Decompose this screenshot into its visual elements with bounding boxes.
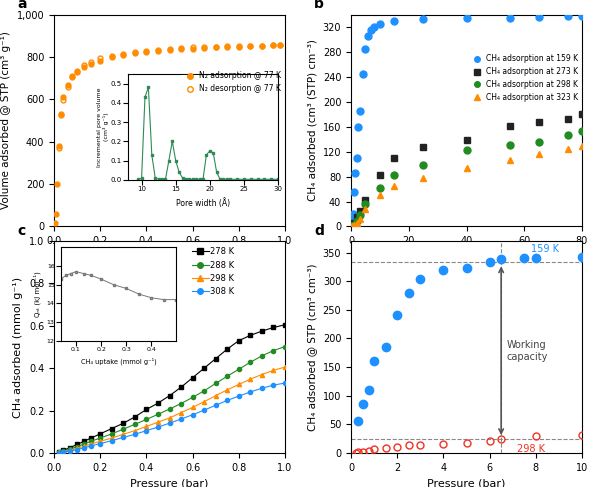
Text: Working
capacity: Working capacity [507,340,548,361]
X-axis label: Pressure (bar): Pressure (bar) [130,478,209,487]
Text: c: c [17,224,25,238]
X-axis label: Pressure (bar): Pressure (bar) [427,478,506,487]
Y-axis label: CH₄ adsorbed @ STP (cm³ cm⁻³): CH₄ adsorbed @ STP (cm³ cm⁻³) [307,263,317,431]
Text: a: a [17,0,26,11]
Text: 159 K: 159 K [531,244,559,254]
Legend: CH₄ adsorption at 159 K, CH₄ adsorption at 273 K, CH₄ adsorption at 298 K, CH₄ a: CH₄ adsorption at 159 K, CH₄ adsorption … [469,55,578,102]
Text: b: b [314,0,324,11]
Y-axis label: CH₄ adsorbed (mmol g⁻¹): CH₄ adsorbed (mmol g⁻¹) [13,277,23,417]
X-axis label: Relative pressure (P/P₀): Relative pressure (P/P₀) [104,252,235,262]
Y-axis label: CH₄ adsorbed (cm³ (STP) cm⁻³): CH₄ adsorbed (cm³ (STP) cm⁻³) [307,39,317,202]
X-axis label: Pressure (bar): Pressure (bar) [427,252,506,262]
Y-axis label: Volume adsorbed @ STP (cm³ g⁻¹): Volume adsorbed @ STP (cm³ g⁻¹) [1,32,11,209]
Text: d: d [314,224,324,238]
Legend: N₂ adsorption @ 77 K, N₂ desorption @ 77 K: N₂ adsorption @ 77 K, N₂ desorption @ 77… [182,72,281,94]
Legend: 278 K, 288 K, 298 K, 308 K: 278 K, 288 K, 298 K, 308 K [192,247,235,296]
Text: 298 K: 298 K [517,444,545,454]
